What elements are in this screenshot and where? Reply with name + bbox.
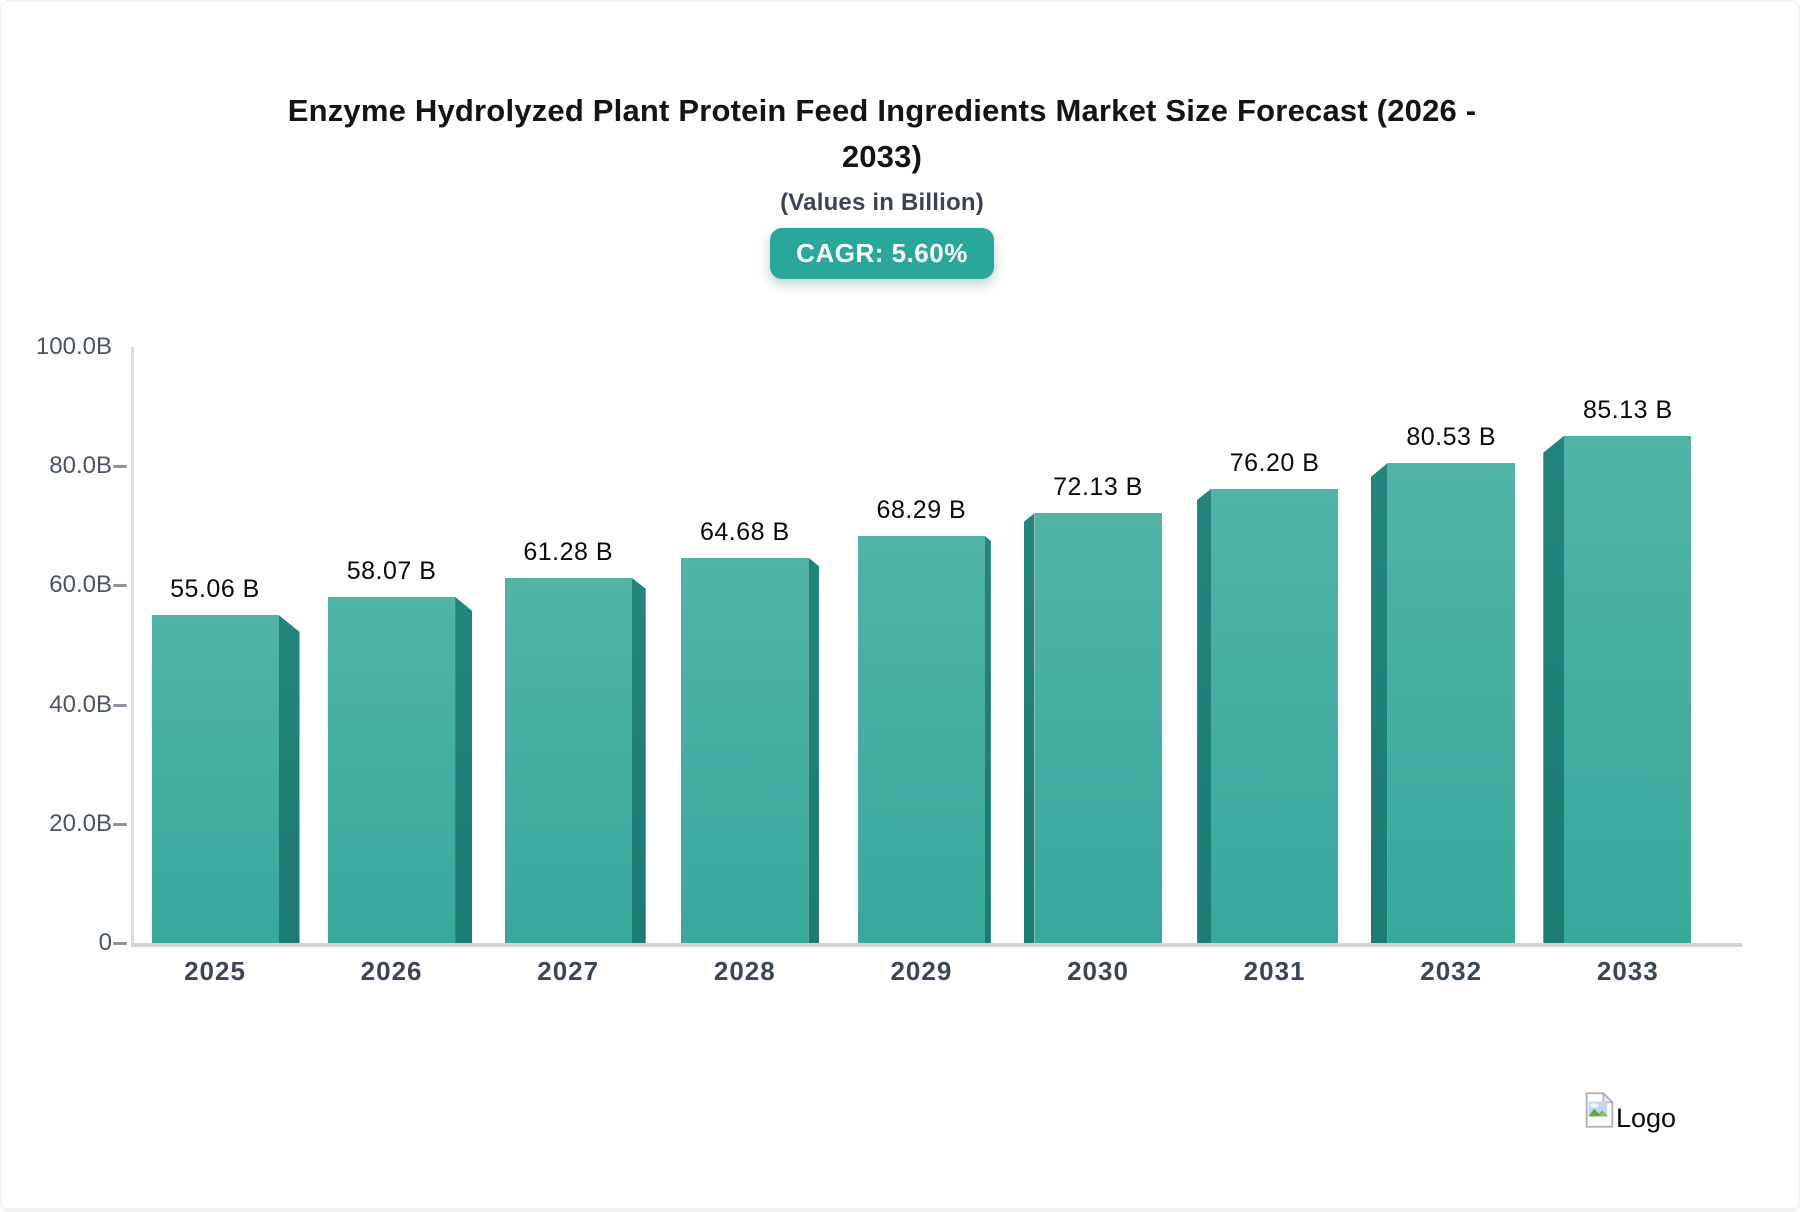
bar-value-label: 72.13 B xyxy=(1053,473,1143,502)
x-axis-baseline xyxy=(131,943,1742,947)
bar-side xyxy=(1370,463,1388,943)
y-axis-line xyxy=(131,347,134,943)
x-axis-label: 2031 xyxy=(1243,956,1306,986)
bar xyxy=(1211,488,1339,943)
broken-image-icon xyxy=(1584,1091,1615,1133)
bar-value-label: 68.29 B xyxy=(876,495,967,524)
y-axis-label: 80.0B xyxy=(49,452,112,480)
bar-value-label: 58.07 B xyxy=(346,556,437,585)
bar xyxy=(1387,463,1515,943)
cagr-badge: CAGR: 5.60% xyxy=(770,228,994,279)
y-axis-label: 60.0B xyxy=(49,571,112,599)
bar-value-label: 85.13 B xyxy=(1582,395,1673,424)
chart-title-line-1: Enzyme Hydrolyzed Plant Protein Feed Ing… xyxy=(287,93,1477,128)
y-axis-label: 40.0B xyxy=(49,690,112,718)
x-axis-label: 2030 xyxy=(1067,956,1129,986)
y-axis-label: 20.0B xyxy=(49,809,112,837)
bar xyxy=(1034,513,1162,943)
bar-side xyxy=(1543,435,1565,943)
bar xyxy=(857,535,985,943)
bar-side xyxy=(1023,513,1035,943)
chart-subtitle: (Values in Billion) xyxy=(780,189,984,216)
y-axis-tick xyxy=(113,465,127,469)
bar xyxy=(504,577,632,943)
bar-value-label: 80.53 B xyxy=(1406,423,1497,452)
bar xyxy=(328,596,456,943)
bar xyxy=(1564,435,1692,943)
x-axis-label: 2032 xyxy=(1420,956,1483,986)
bar-side xyxy=(278,614,300,943)
x-axis-label: 2028 xyxy=(713,956,776,986)
y-axis-tick xyxy=(113,942,127,945)
bar-side xyxy=(455,596,473,943)
bar-value-label: 55.06 B xyxy=(170,574,260,603)
y-axis-label: 0 xyxy=(98,929,112,956)
bar-value-label: 76.20 B xyxy=(1229,448,1320,477)
x-axis-label: 2033 xyxy=(1596,956,1659,986)
chart-title-line-2: 2033) xyxy=(841,139,923,174)
x-axis-label: 2029 xyxy=(890,956,953,986)
x-axis-label: 2027 xyxy=(537,956,600,986)
bar-side xyxy=(1197,488,1212,943)
x-axis-label: 2026 xyxy=(360,956,423,986)
logo-text: Logo xyxy=(1616,1103,1677,1133)
bar-side xyxy=(631,577,646,943)
x-axis-label: 2025 xyxy=(184,956,246,986)
y-axis-tick xyxy=(113,822,127,826)
logo: Logo xyxy=(1584,1091,1677,1133)
y-axis-tick xyxy=(113,584,127,588)
y-axis-tick xyxy=(113,703,127,707)
bar-value-label: 61.28 B xyxy=(523,537,614,566)
chart-header: Enzyme Hydrolyzed Plant Protein Feed Ing… xyxy=(0,88,1764,279)
y-axis-label: 100.0B xyxy=(35,333,112,360)
bar-side xyxy=(984,535,991,943)
bar xyxy=(681,557,809,943)
bar xyxy=(151,614,279,943)
bar-value-label: 64.68 B xyxy=(699,517,790,546)
bar-side xyxy=(808,557,820,943)
